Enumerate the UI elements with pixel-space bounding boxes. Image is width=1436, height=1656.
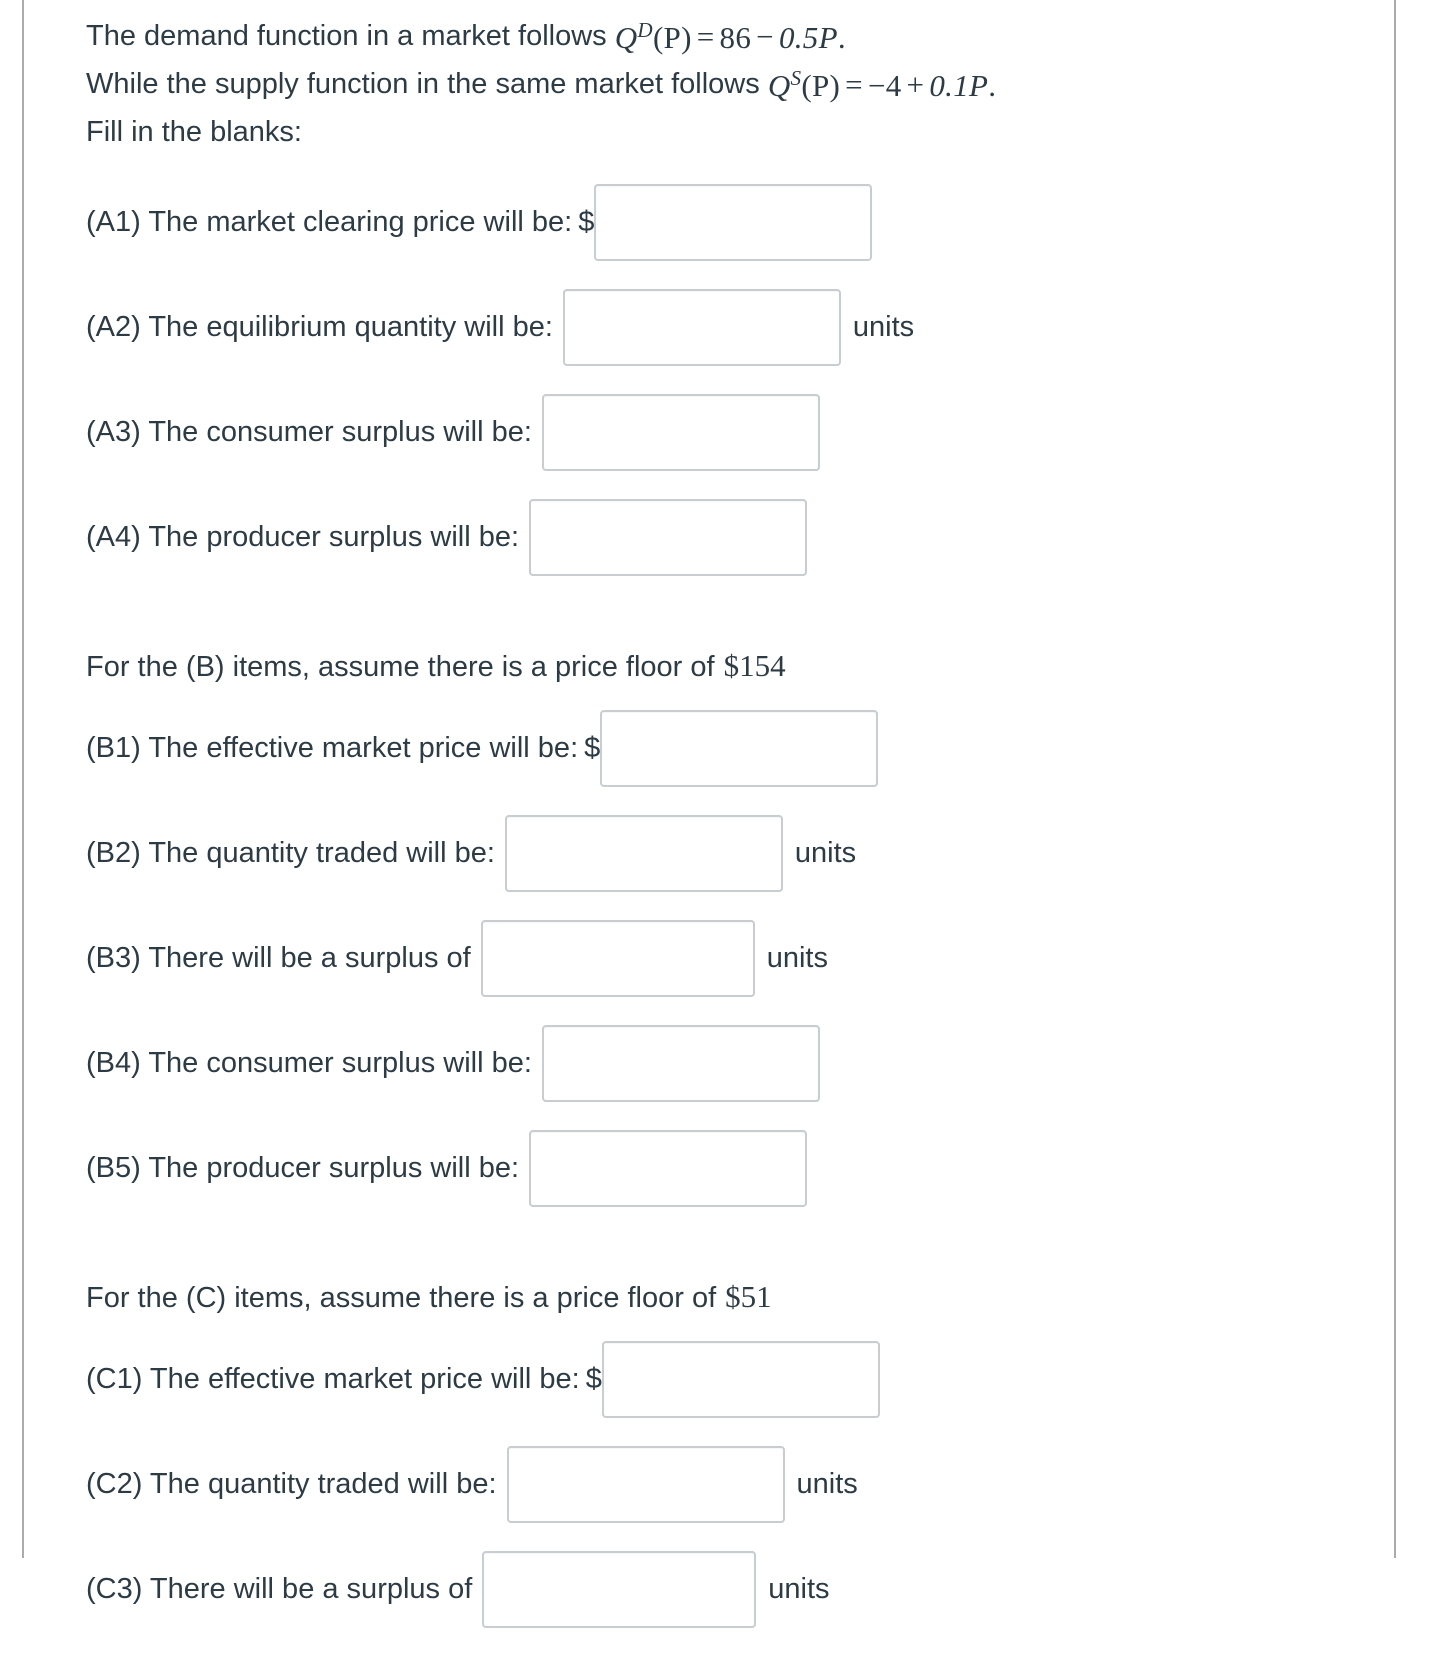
question-row-b4: (B4) The consumer surplus will be: bbox=[86, 1025, 1396, 1102]
question-label: (A1) The market clearing price will be: bbox=[86, 206, 573, 238]
question-row-b3: (B3) There will be a surplus of units bbox=[86, 920, 1396, 997]
supply-argument: (P) bbox=[801, 67, 841, 103]
supply-intercept: −4 bbox=[867, 67, 902, 103]
section-header-text: For the (B) items, assume there is a pri… bbox=[86, 651, 715, 683]
question-label: (C3) There will be a surplus of bbox=[86, 1573, 473, 1605]
demand-intercept: 86 bbox=[719, 19, 752, 55]
sections-container: (A1) The market clearing price will be: … bbox=[86, 184, 1396, 1628]
demand-equals: = bbox=[696, 19, 715, 55]
question-row-c1: (C1) The effective market price will be:… bbox=[86, 1341, 1396, 1418]
question-label: (A3) The consumer surplus will be: bbox=[86, 416, 532, 448]
answer-input-c3[interactable] bbox=[482, 1551, 757, 1628]
question-row-c3: (C3) There will be a surplus of units bbox=[86, 1551, 1396, 1628]
section-header-text: For the (C) items, assume there is a pri… bbox=[86, 1282, 717, 1314]
dollar-sign-prefix: $ bbox=[584, 732, 601, 764]
question-row-a2: (A2) The equilibrium quantity will be: un… bbox=[86, 289, 1396, 366]
dollar-sign-prefix: $ bbox=[585, 1363, 602, 1395]
question-row-a4: (A4) The producer surplus will be: bbox=[86, 499, 1396, 576]
dollar-sign-prefix: $ bbox=[578, 206, 595, 238]
supply-equals: = bbox=[845, 67, 863, 103]
demand-q: Q bbox=[614, 19, 638, 55]
demand-slope-term: 0.5P bbox=[778, 19, 838, 55]
fill-in-instruction: Fill in the blanks: bbox=[86, 108, 1396, 156]
supply-slope-term: 0.1P bbox=[929, 67, 989, 103]
section-header-c: For the (C) items, assume there is a pri… bbox=[86, 1279, 1396, 1315]
page-frame: The demand function in a market follows … bbox=[22, 0, 1396, 1628]
demand-period: . bbox=[837, 19, 846, 55]
question-label: (A2) The equilibrium quantity will be: bbox=[86, 311, 553, 343]
answer-input-a2[interactable] bbox=[562, 289, 841, 366]
demand-operator: − bbox=[756, 19, 774, 55]
answer-input-b1[interactable] bbox=[600, 710, 879, 787]
supply-period: . bbox=[988, 67, 997, 103]
demand-argument: (P) bbox=[652, 19, 692, 55]
question-label: (B4) The consumer surplus will be: bbox=[86, 1047, 532, 1079]
answer-input-a3[interactable] bbox=[541, 394, 820, 471]
instruction-text: Fill in the blanks: bbox=[86, 115, 302, 148]
demand-statement: The demand function in a market follows … bbox=[86, 12, 1396, 60]
units-label: units bbox=[852, 311, 915, 343]
units-label: units bbox=[766, 942, 828, 974]
demand-prefix-text: The demand function in a market follows bbox=[86, 19, 607, 52]
units-label: units bbox=[794, 837, 857, 869]
supply-formula: QS(P) = −4 +0.1P. bbox=[760, 65, 997, 103]
supply-q: Q bbox=[767, 67, 791, 103]
question-label: (B2) The quantity traded will be: bbox=[86, 837, 495, 869]
supply-operator: + bbox=[906, 67, 925, 103]
question-row-a1: (A1) The market clearing price will be: … bbox=[86, 184, 1396, 261]
answer-input-b3[interactable] bbox=[480, 920, 755, 997]
answer-input-b2[interactable] bbox=[504, 815, 783, 892]
answer-input-c1[interactable] bbox=[601, 1341, 880, 1418]
price-floor-amount: $154 bbox=[723, 648, 786, 683]
quiz-content: The demand function in a market follows … bbox=[86, 0, 1396, 1656]
answer-input-b4[interactable] bbox=[541, 1025, 820, 1102]
question-row-b2: (B2) The quantity traded will be: units bbox=[86, 815, 1396, 892]
answer-input-c2[interactable] bbox=[506, 1446, 785, 1523]
answer-input-a1[interactable] bbox=[594, 184, 873, 261]
question-label: (C2) The quantity traded will be: bbox=[86, 1468, 497, 1500]
supply-prefix-text: While the supply function in the same ma… bbox=[86, 67, 760, 100]
units-label: units bbox=[768, 1573, 830, 1605]
question-label: (B1) The effective market price will be: bbox=[86, 732, 579, 764]
price-floor-amount: $51 bbox=[725, 1279, 772, 1314]
demand-superscript: D bbox=[637, 17, 653, 42]
supply-statement: While the supply function in the same ma… bbox=[86, 60, 1396, 108]
question-row-a3: (A3) The consumer surplus will be: bbox=[86, 394, 1396, 471]
demand-formula: QD(P) = 86−0.5P. bbox=[607, 17, 846, 55]
question-row-b5: (B5) The producer surplus will be: bbox=[86, 1130, 1396, 1207]
question-row-b1: (B1) The effective market price will be:… bbox=[86, 710, 1396, 787]
answer-input-b5[interactable] bbox=[529, 1130, 808, 1207]
question-row-c2: (C2) The quantity traded will be: units bbox=[86, 1446, 1396, 1523]
section-header-b: For the (B) items, assume there is a pri… bbox=[86, 648, 1396, 684]
question-label: (A4) The producer surplus will be: bbox=[86, 521, 520, 553]
question-label: (B5) The producer surplus will be: bbox=[86, 1152, 520, 1184]
question-label: (C1) The effective market price will be: bbox=[86, 1363, 580, 1395]
supply-superscript: S bbox=[790, 65, 802, 90]
answer-input-a4[interactable] bbox=[529, 499, 808, 576]
question-label: (B3) There will be a surplus of bbox=[86, 942, 471, 974]
units-label: units bbox=[796, 1468, 858, 1500]
